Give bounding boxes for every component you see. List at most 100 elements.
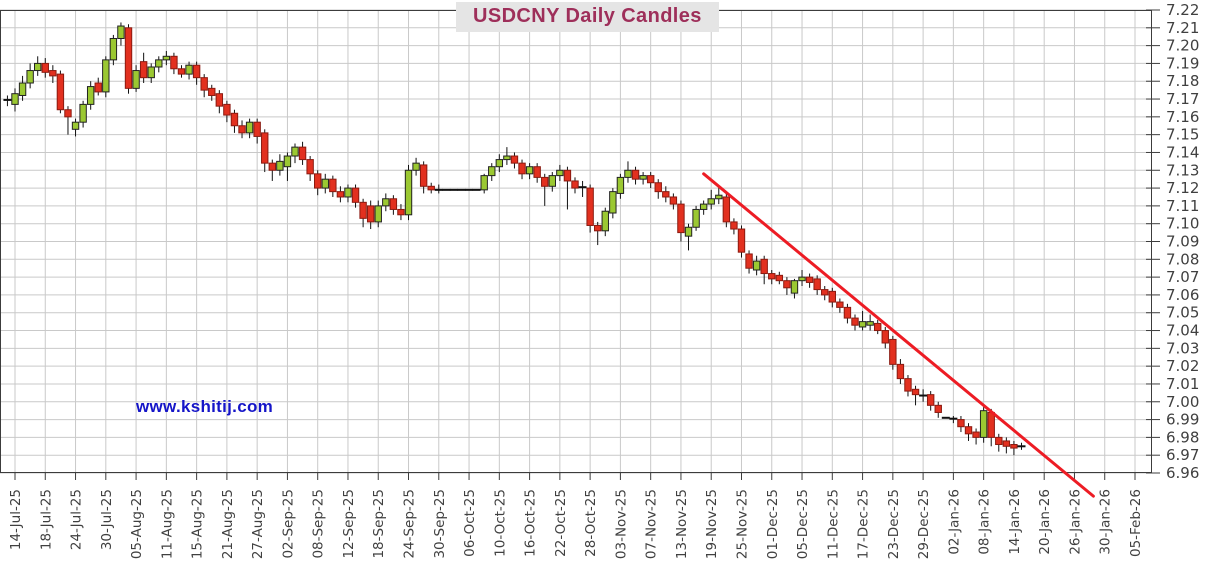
candle-down <box>397 208 405 216</box>
candle-down <box>268 162 276 171</box>
candle-up <box>102 59 110 93</box>
candle-up <box>283 155 292 168</box>
candle-up <box>866 321 874 326</box>
y-tick-label: 7.19 <box>1166 54 1199 72</box>
x-tick-label: 24-Sep-25 <box>402 489 418 559</box>
candle-down <box>223 103 231 116</box>
candle-up <box>382 198 390 207</box>
x-tick-label: 11-Dec-25 <box>825 489 841 559</box>
candle-up <box>155 59 163 68</box>
x-tick-label: 22-Oct-25 <box>553 489 569 557</box>
y-tick-label: 7.21 <box>1166 19 1199 37</box>
candle-up <box>616 176 625 194</box>
x-tick-label: 23-Dec-25 <box>886 489 902 559</box>
candle-down <box>828 290 836 303</box>
y-tick-label: 7.14 <box>1166 143 1199 161</box>
candle-up <box>374 205 382 223</box>
candle-up <box>525 166 534 175</box>
candle-down <box>389 198 398 210</box>
x-tick-label: 08-Jan-26 <box>977 489 993 555</box>
y-tick-label: 7.10 <box>1166 215 1199 233</box>
candle-down <box>533 166 541 178</box>
x-tick-label: 11-Aug-25 <box>159 489 175 559</box>
x-tick-label: 19-Nov-25 <box>704 489 720 559</box>
x-tick-label: 07-Nov-25 <box>644 489 660 559</box>
x-tick-label: 30-Sep-25 <box>432 489 448 559</box>
candle-down <box>995 436 1003 446</box>
candle-down <box>571 180 579 189</box>
x-tick-label: 12-Sep-25 <box>341 489 357 559</box>
candle-up <box>276 160 284 171</box>
candle-up <box>132 70 140 89</box>
x-tick-label: 05-Feb-26 <box>1128 489 1144 557</box>
candle-up <box>71 121 80 130</box>
x-tick-label: 17-Dec-25 <box>856 489 872 559</box>
y-tick-label: 7.05 <box>1166 304 1199 322</box>
candle-down <box>904 378 912 392</box>
candle-down <box>230 112 239 127</box>
x-tick-label: 14-Jan-26 <box>1007 489 1023 555</box>
candle-down <box>896 363 905 380</box>
candle-down <box>170 55 178 70</box>
candle-down <box>94 82 102 93</box>
x-tick-label: 02-Jan-26 <box>946 489 962 555</box>
y-tick-label: 7.17 <box>1166 90 1199 108</box>
candle-down <box>911 388 920 396</box>
candle-down <box>261 132 269 164</box>
x-tick-label: 18-Sep-25 <box>371 489 387 559</box>
candle-down <box>541 176 549 187</box>
candle-down <box>631 169 640 180</box>
y-tick-label: 7.08 <box>1166 250 1199 268</box>
candle-up <box>699 203 708 210</box>
candle-up <box>79 103 87 123</box>
y-tick-label: 7.03 <box>1166 339 1199 357</box>
candle-down <box>41 62 49 73</box>
x-tick-label: 18-Jul-25 <box>38 489 54 550</box>
candle-up <box>790 280 799 294</box>
candle-down <box>987 411 995 438</box>
candle-up <box>639 175 647 180</box>
x-tick-label: 10-Oct-25 <box>492 489 508 557</box>
x-tick-label: 05-Dec-25 <box>795 489 811 559</box>
y-tick-label: 7.06 <box>1166 286 1199 304</box>
candle-down <box>238 125 246 134</box>
candle-down <box>586 187 594 226</box>
candle-down <box>314 173 322 189</box>
candle-down <box>926 394 935 406</box>
candle-down <box>56 73 65 111</box>
candle-down <box>805 276 814 283</box>
x-tick-label: 03-Nov-25 <box>613 489 629 559</box>
candle-down <box>881 330 889 344</box>
candle-down <box>851 317 859 326</box>
y-tick-label: 7.04 <box>1166 322 1199 340</box>
candle-up <box>11 93 19 105</box>
y-tick-label: 7.01 <box>1166 375 1199 393</box>
candle-up <box>715 194 723 200</box>
x-tick-label: 25-Nov-25 <box>734 489 750 559</box>
y-axis: 7.227.217.207.197.187.177.167.157.147.13… <box>1146 1 1199 482</box>
candles <box>3 22 1026 456</box>
candle-down <box>253 121 261 137</box>
candle-down <box>200 77 208 91</box>
candle-down <box>889 338 897 365</box>
candle-down <box>836 301 844 308</box>
candle-down <box>510 155 519 164</box>
candle-up <box>86 86 95 105</box>
candle-up <box>109 37 118 61</box>
candle-up <box>495 159 504 168</box>
candle-down <box>783 280 791 289</box>
candle-down <box>298 146 307 161</box>
x-tick-label: 20-Jan-26 <box>1037 489 1053 555</box>
y-tick-label: 7.12 <box>1166 179 1199 197</box>
candle-up <box>291 146 299 157</box>
candle-down <box>843 306 852 319</box>
watermark-text: www.kshitij.com <box>136 397 274 416</box>
x-axis: 14-Jul-25 18-Jul-25 24-Jul-25 30-Jul-25 05-A… <box>8 473 1144 559</box>
y-tick-label: 6.98 <box>1166 428 1199 446</box>
y-tick-label: 7.22 <box>1166 1 1199 19</box>
candle-up <box>117 25 125 39</box>
x-tick-label: 02-Sep-25 <box>280 489 296 559</box>
candle-down <box>1002 440 1011 447</box>
y-tick-label: 7.15 <box>1166 126 1199 144</box>
candle-up <box>344 187 352 198</box>
